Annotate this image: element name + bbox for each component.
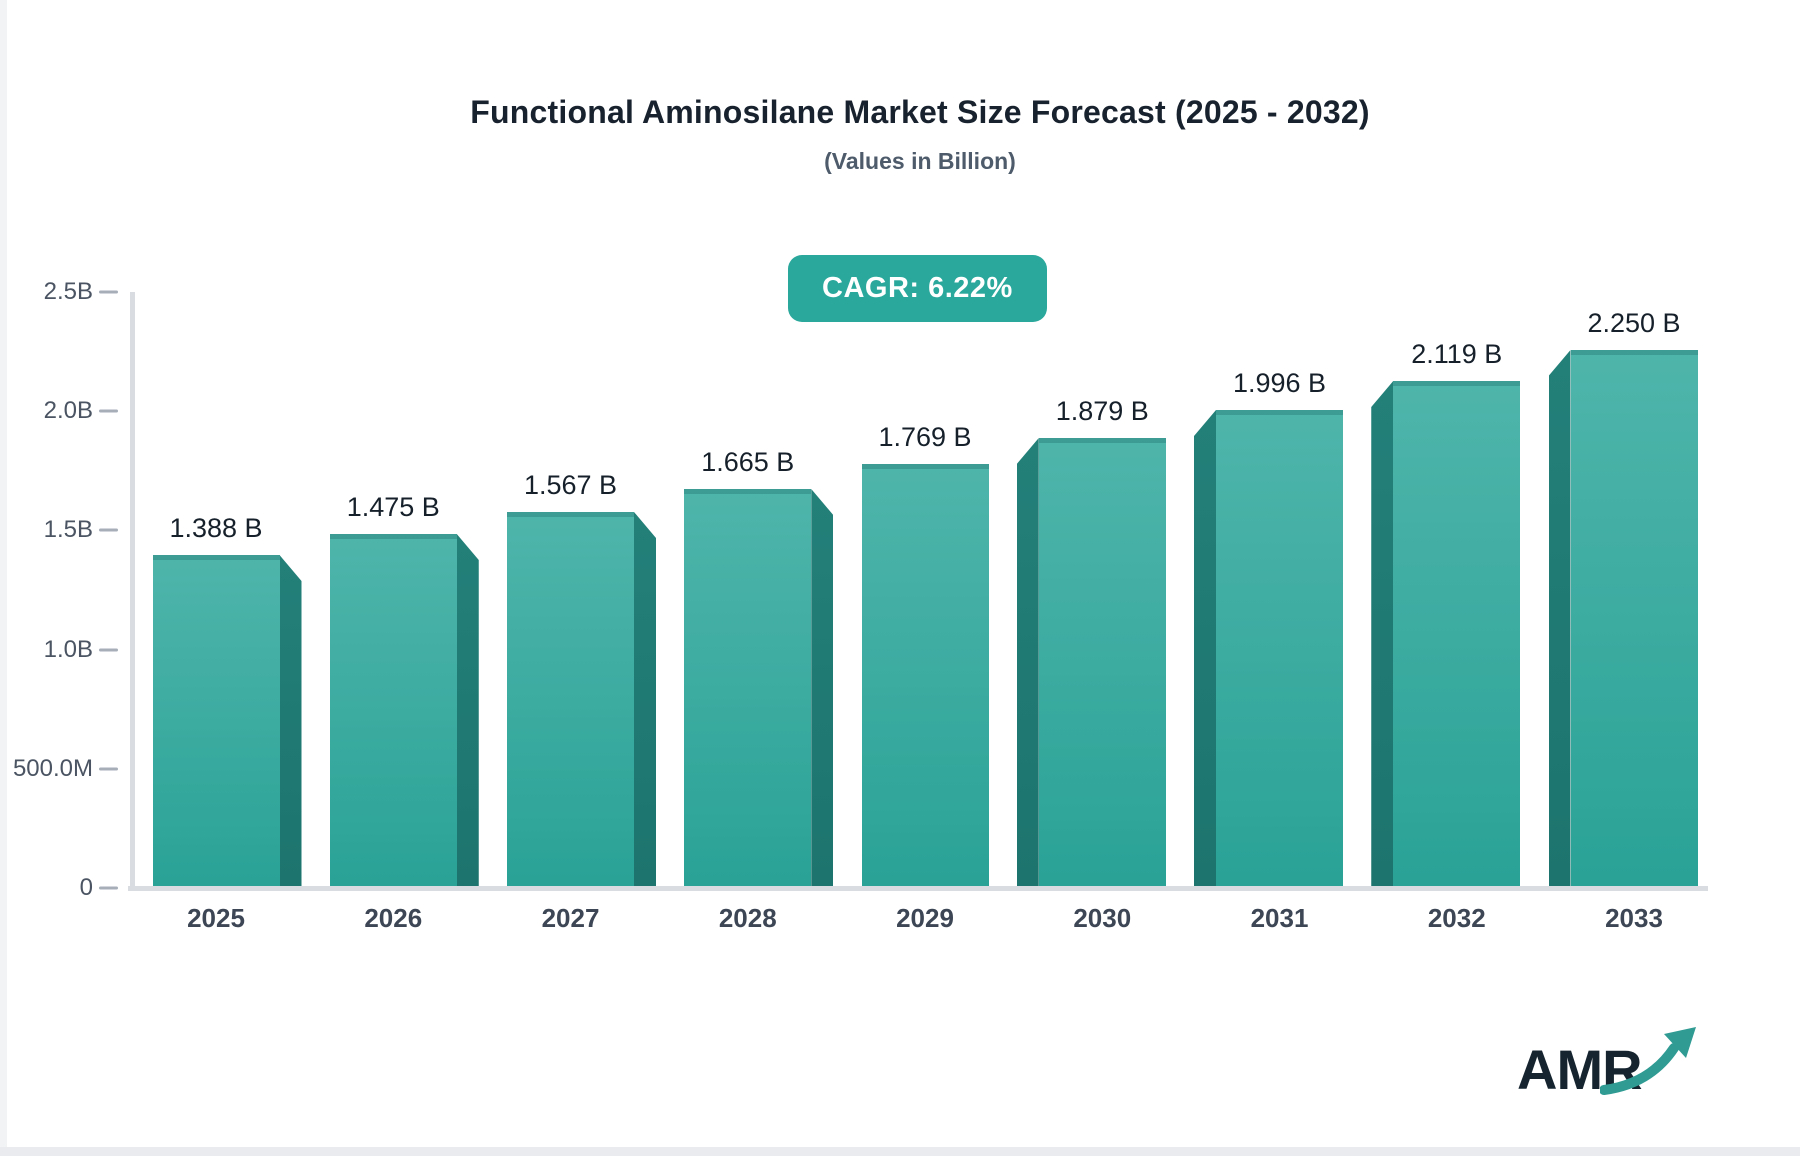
- bar-top-edge: [1038, 438, 1166, 443]
- bar-face: [1393, 381, 1521, 886]
- amr-logo: AMR: [1517, 1027, 1696, 1104]
- bottom-page-edge: [0, 1147, 1800, 1156]
- bar: [684, 489, 834, 886]
- cagr-badge-label: CAGR: 6.22%: [822, 272, 1013, 304]
- y-tick-dash: [99, 767, 118, 771]
- bar: [861, 464, 989, 886]
- bar-side-face: [1016, 438, 1039, 886]
- bar-top-edge: [329, 534, 457, 539]
- bar-value-label: 1.665 B: [701, 447, 795, 477]
- y-tick-dash: [99, 290, 118, 294]
- x-axis-label: 2028: [718, 903, 777, 933]
- chart-title: Functional Aminosilane Market Size Forec…: [470, 94, 1370, 130]
- x-axis-label: 2032: [1427, 903, 1486, 933]
- bar: [1371, 381, 1521, 886]
- x-axis-label: 2026: [364, 903, 423, 933]
- bar-top-edge: [1570, 350, 1698, 355]
- bar-face: [329, 534, 457, 886]
- left-page-edge: [0, 0, 7, 1156]
- y-tick-dash: [99, 409, 118, 413]
- y-tick-dash: [99, 528, 118, 532]
- bar-side-face: [279, 555, 302, 886]
- y-tick-label: 500.0M: [12, 754, 93, 782]
- bar-face: [684, 489, 812, 886]
- bar-value-label: 2.250 B: [1587, 308, 1681, 338]
- cagr-badge: CAGR: 6.22%: [788, 255, 1047, 322]
- bar-value-label: 1.475 B: [346, 492, 440, 522]
- y-tick-label: 2.0B: [43, 397, 93, 425]
- x-axis-label: 2029: [896, 903, 954, 933]
- y-tick-label: 1.0B: [43, 635, 93, 663]
- y-tick-label: 2.5B: [43, 278, 93, 305]
- bar-value-label: 1.567 B: [523, 470, 618, 500]
- trend-up-arrow-icon: [1600, 1027, 1696, 1095]
- bar-face: [507, 512, 634, 886]
- y-axis-line: [130, 292, 135, 890]
- bar-top-edge: [152, 555, 280, 560]
- bar-value-label: 1.996 B: [1232, 368, 1327, 398]
- bar: [329, 534, 479, 886]
- bar-top-edge: [1393, 381, 1521, 386]
- bar: [1548, 350, 1698, 886]
- bar-value-label: 2.119 B: [1411, 339, 1503, 369]
- bar-top-edge: [684, 489, 812, 494]
- bar-face: [152, 555, 280, 886]
- bar-face: [1038, 438, 1166, 886]
- bar-face: [1216, 410, 1343, 886]
- bar-top-edge: [507, 512, 634, 517]
- bar-face: [861, 464, 989, 886]
- bar-side-face: [811, 489, 834, 886]
- bar: [1194, 410, 1343, 886]
- y-tick-dash: [99, 648, 118, 652]
- y-tick-dash: [99, 886, 118, 890]
- y-tick-label: 0: [79, 874, 93, 901]
- bar-top-edge: [861, 464, 989, 469]
- x-axis-label: 2025: [187, 903, 245, 933]
- bar-side-face: [634, 512, 656, 886]
- bar-side-face: [456, 534, 479, 886]
- x-axis-line: [128, 886, 1708, 891]
- bar-top-edge: [1216, 410, 1343, 415]
- x-axis-label: 2027: [541, 903, 600, 933]
- y-tick-label: 1.5B: [43, 516, 93, 544]
- x-axis-label: 2033: [1605, 903, 1663, 933]
- x-axis-label: 2031: [1250, 903, 1309, 933]
- bar-value-label: 1.879 B: [1055, 396, 1149, 426]
- bar-value-label: 1.769 B: [878, 422, 972, 452]
- bar-side-face: [1548, 350, 1571, 886]
- x-axis-label: 2030: [1073, 903, 1132, 933]
- bar-side-face: [1371, 381, 1394, 886]
- bar-value-label: 1.388 B: [169, 513, 263, 543]
- bar: [152, 555, 302, 886]
- chart-subtitle: (Values in Billion): [824, 148, 1016, 174]
- bar: [507, 512, 656, 886]
- bar: [1016, 438, 1166, 886]
- bar-side-face: [1194, 410, 1216, 886]
- bar-face: [1570, 350, 1698, 886]
